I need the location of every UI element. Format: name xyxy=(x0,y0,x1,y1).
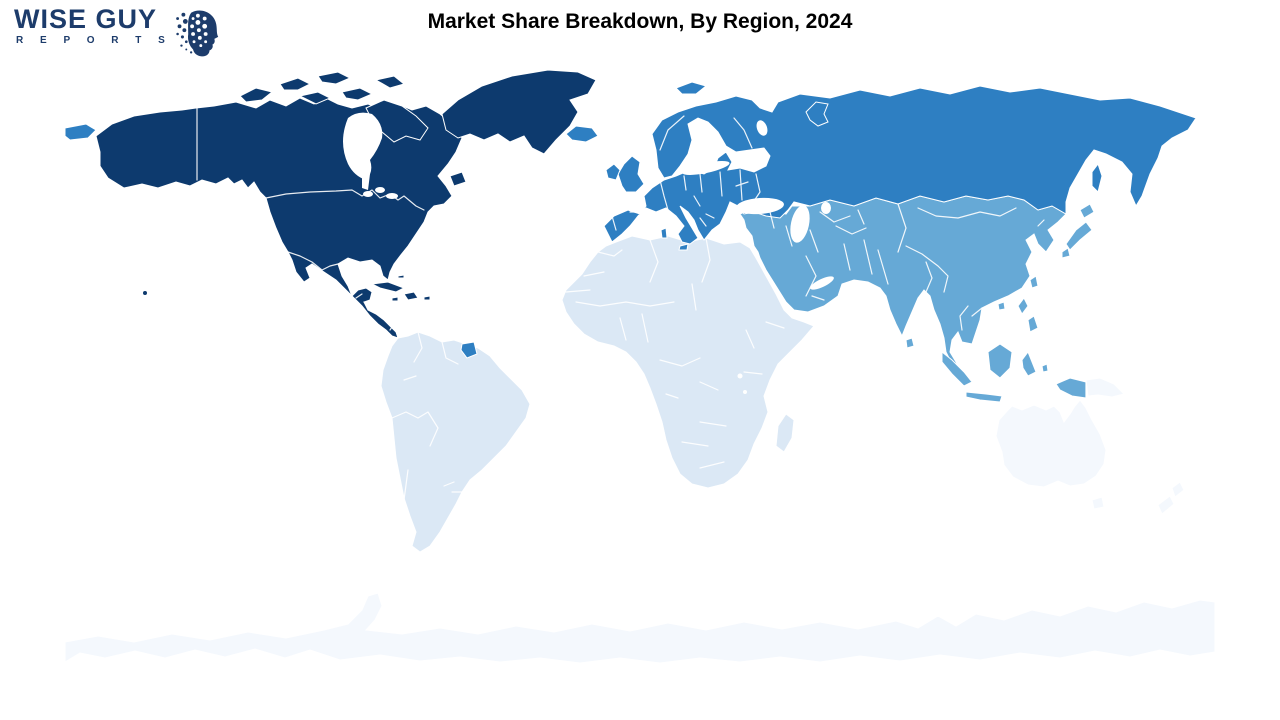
chukotka-wrap-shape xyxy=(64,123,97,141)
sardinia-shape xyxy=(660,227,668,239)
philippines-luzon xyxy=(1017,297,1029,315)
philippines-mindanao xyxy=(1027,315,1039,333)
sumatra-shape xyxy=(941,350,973,387)
java-shape xyxy=(965,391,1003,403)
arctic-island-victoria xyxy=(298,91,332,105)
antarctica-shape xyxy=(64,592,1216,664)
border-southeast-asia xyxy=(959,219,1045,331)
chart-title: Market Share Breakdown, By Region, 2024 xyxy=(427,10,853,33)
white-sea xyxy=(756,120,768,136)
hispaniola-shape xyxy=(403,291,419,301)
logo-subtitle: R E P O R T S xyxy=(16,35,172,46)
svalbard-shape xyxy=(675,81,708,95)
lake-tanganyika xyxy=(743,390,747,394)
arctic-island-4 xyxy=(341,87,374,101)
japan-honshu xyxy=(1065,221,1093,251)
great-lake-1 xyxy=(363,191,373,197)
persian-gulf xyxy=(810,276,834,290)
madagascar-shape xyxy=(775,413,795,453)
great-lake-2 xyxy=(375,187,385,193)
sakhalin-shape xyxy=(1091,162,1103,193)
arctic-island-3 xyxy=(317,71,352,85)
taiwan-shape xyxy=(1029,275,1039,289)
jamaica-shape xyxy=(391,296,399,302)
logo-text: WISE GUY R E P O R T S xyxy=(14,6,172,46)
japan-hokkaido xyxy=(1079,203,1095,219)
aral-sea xyxy=(821,202,831,214)
novaya-zemlya-shape xyxy=(805,101,829,127)
hudson-bay xyxy=(343,112,383,180)
arctic-island-2 xyxy=(279,77,312,91)
region-africa xyxy=(561,235,815,489)
new-zealand-north xyxy=(1171,481,1185,498)
arctic-island-1 xyxy=(239,87,274,103)
wise-guy-reports-logo: WISE GUY R E P O R T S xyxy=(14,6,224,62)
james-bay xyxy=(362,174,370,190)
arctic-island-ellesmere xyxy=(374,75,406,89)
border-central-asia xyxy=(819,209,867,235)
puerto-rico-shape xyxy=(423,295,431,301)
ireland-shape xyxy=(605,163,621,181)
lake-victoria xyxy=(737,373,743,379)
logo-head-icon xyxy=(175,10,219,57)
papua-new-guinea-shape xyxy=(1085,377,1125,398)
region-oceania-antarctica xyxy=(64,377,1216,664)
border-us-canada xyxy=(265,189,425,211)
borneo-shape xyxy=(987,343,1013,379)
new-guinea-west xyxy=(1055,377,1087,399)
baltic-sea xyxy=(682,161,730,175)
australia-shape xyxy=(995,399,1107,488)
border-china-india xyxy=(897,203,949,293)
bahamas-shape xyxy=(397,274,405,279)
border-mongolia xyxy=(917,207,1017,219)
region-north-america xyxy=(95,69,597,339)
iceland-shape xyxy=(565,125,599,143)
logo-wordmark: WISE GUY xyxy=(14,4,158,34)
hawaii-shape xyxy=(143,291,147,295)
sri-lanka-shape xyxy=(905,337,915,349)
hainan-shape xyxy=(997,301,1006,311)
black-sea xyxy=(736,197,784,215)
newfoundland-shape xyxy=(449,171,467,187)
tasmania-shape xyxy=(1091,496,1105,510)
sulawesi-shape xyxy=(1021,350,1037,377)
moluccas-shape xyxy=(1041,363,1049,373)
border-africa xyxy=(565,237,785,469)
border-middle-east xyxy=(769,211,889,301)
great-britain-shape xyxy=(617,155,645,193)
border-europe xyxy=(611,115,761,231)
border-south-america xyxy=(391,331,463,529)
region-south-america xyxy=(380,331,531,553)
sicily-shape xyxy=(678,243,689,251)
gulf-of-bothnia xyxy=(690,124,706,156)
japan-kyushu xyxy=(1061,247,1071,259)
french-guiana-shape xyxy=(460,341,478,359)
border-us-mexico xyxy=(287,251,339,271)
greenland-shape xyxy=(441,69,597,155)
africa-mainland xyxy=(561,235,815,489)
cuba-shape xyxy=(370,281,406,293)
sea-overlays xyxy=(343,112,834,394)
border-central-america xyxy=(355,293,395,331)
country-borders xyxy=(196,107,1087,529)
south-america-shape xyxy=(380,331,531,553)
new-zealand-south xyxy=(1157,495,1175,515)
